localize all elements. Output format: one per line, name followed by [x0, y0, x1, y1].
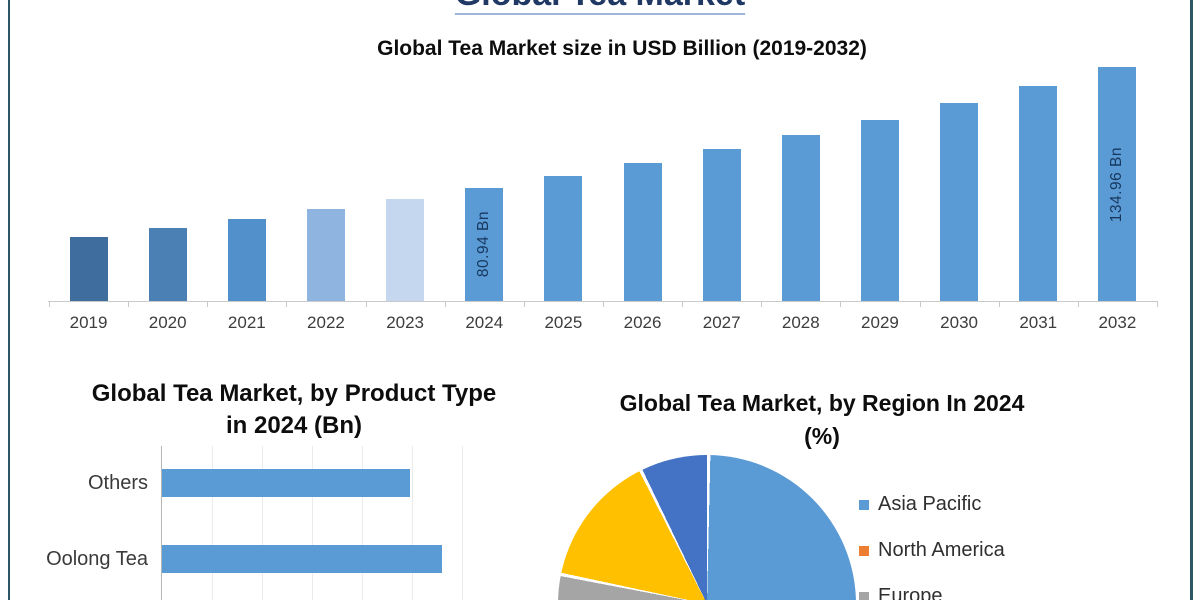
x-axis-tick: [444, 301, 446, 307]
bar-value-label-2024: 80.94 Bn: [475, 211, 493, 278]
legend-swatch-europe: [859, 591, 869, 600]
x-axis-tick: [761, 301, 763, 307]
x-axis-tick: [523, 301, 525, 307]
product-chart-title-line2: in 2024 (Bn): [225, 412, 363, 439]
x-axis-ticks: [49, 301, 1158, 307]
x-axis-tick: [919, 301, 921, 307]
x-axis-label-2026: 2026: [623, 313, 662, 332]
bar-2025: [544, 175, 583, 301]
product-gridline: [362, 446, 363, 600]
x-axis-label-2024: 2024: [465, 313, 504, 332]
product-gridline: [462, 446, 463, 600]
market-size-plot-area: 80.94 Bn 134.96 Bn: [49, 56, 1157, 301]
x-axis-label-2020: 2020: [148, 313, 187, 332]
x-axis-tick: [286, 301, 288, 307]
x-axis-label-2027: 2027: [702, 313, 741, 332]
bar-2019: [69, 236, 108, 301]
legend-item-europe: Europe: [859, 584, 943, 600]
product-gridline: [262, 446, 263, 600]
x-axis-label-2030: 2030: [940, 313, 978, 332]
x-axis-label-2028: 2028: [781, 313, 820, 332]
x-axis-label-2021: 2021: [227, 313, 266, 332]
legend-swatch-asia-pacific: [859, 499, 869, 510]
x-axis-tick: [603, 301, 604, 307]
legend-item-asia-pacific: Asia Pacific: [859, 492, 981, 517]
x-axis-tick: [207, 301, 209, 307]
x-axis-tick: [682, 301, 684, 307]
product-chart-title-line1: Global Tea Market, by Product Type: [91, 380, 497, 407]
bar-value-label-2032: 134.96 Bn: [1108, 146, 1126, 222]
product-y-axis-line: [161, 446, 162, 600]
x-axis-label-2022: 2022: [307, 313, 345, 332]
x-axis-tick: [365, 301, 367, 307]
legend-label: Asia Pacific: [878, 493, 982, 515]
bar-2020: [148, 228, 187, 301]
bar-2029: [860, 119, 899, 301]
x-axis-tick: [998, 301, 1000, 307]
x-axis-label-2019: 2019: [69, 313, 108, 332]
legend-item-north-america: North America: [859, 538, 1005, 563]
product-gridline: [312, 446, 313, 600]
x-axis-tick: [840, 301, 842, 307]
product-gridline: [212, 446, 213, 600]
bar-2028: [781, 135, 820, 301]
category-label-others: Others: [87, 472, 148, 494]
market-size-chart-title: Global Tea Market size in USD Billion (2…: [377, 37, 867, 60]
bar-2026: [623, 163, 662, 301]
bar-2024: 80.94 Bn: [465, 187, 504, 301]
bar-2022: [306, 209, 345, 301]
bar-others: [162, 469, 410, 497]
x-axis-tick: [1157, 301, 1158, 307]
bar-2030: [940, 103, 979, 301]
pie-chart-title-line2: (%): [804, 423, 840, 449]
x-axis-label-2032: 2032: [1098, 313, 1137, 332]
product-category-labels: Others Oolong Tea: [0, 446, 148, 600]
product-plot-area: [162, 446, 762, 600]
legend-label: North America: [878, 539, 1005, 561]
page-title[interactable]: Global Tea Market: [0, 0, 1200, 14]
frame-border-right: [1190, 0, 1193, 600]
bar-2032: 134.96 Bn: [1098, 67, 1137, 301]
x-axis-tick: [128, 301, 130, 307]
bar-2031: [1019, 85, 1058, 301]
x-axis-label-2025: 2025: [544, 313, 583, 332]
frame-border-left: [8, 0, 10, 600]
bar-2027: [702, 149, 741, 301]
product-gridline: [412, 446, 413, 600]
x-axis-label-2031: 2031: [1019, 313, 1058, 332]
x-axis-label-2029: 2029: [861, 313, 899, 332]
x-axis-tick: [1077, 301, 1079, 307]
x-axis-label-2023: 2023: [386, 313, 425, 332]
legend-swatch-north-america: [859, 545, 869, 556]
x-axis-labels: 2019 2020 2021 2022 2023 2024 2025 2026 2027 2028…: [49, 311, 1157, 335]
pie-chart-title-line1: Global Tea Market, by Region In 2024: [619, 390, 1025, 416]
legend-label: Europe: [878, 585, 943, 600]
bar-2023: [386, 198, 425, 301]
x-axis-tick: [49, 301, 50, 307]
bar-oolong-tea: [162, 545, 442, 573]
category-label-oolong-tea: Oolong Tea: [46, 548, 148, 570]
bar-2021: [227, 219, 266, 301]
